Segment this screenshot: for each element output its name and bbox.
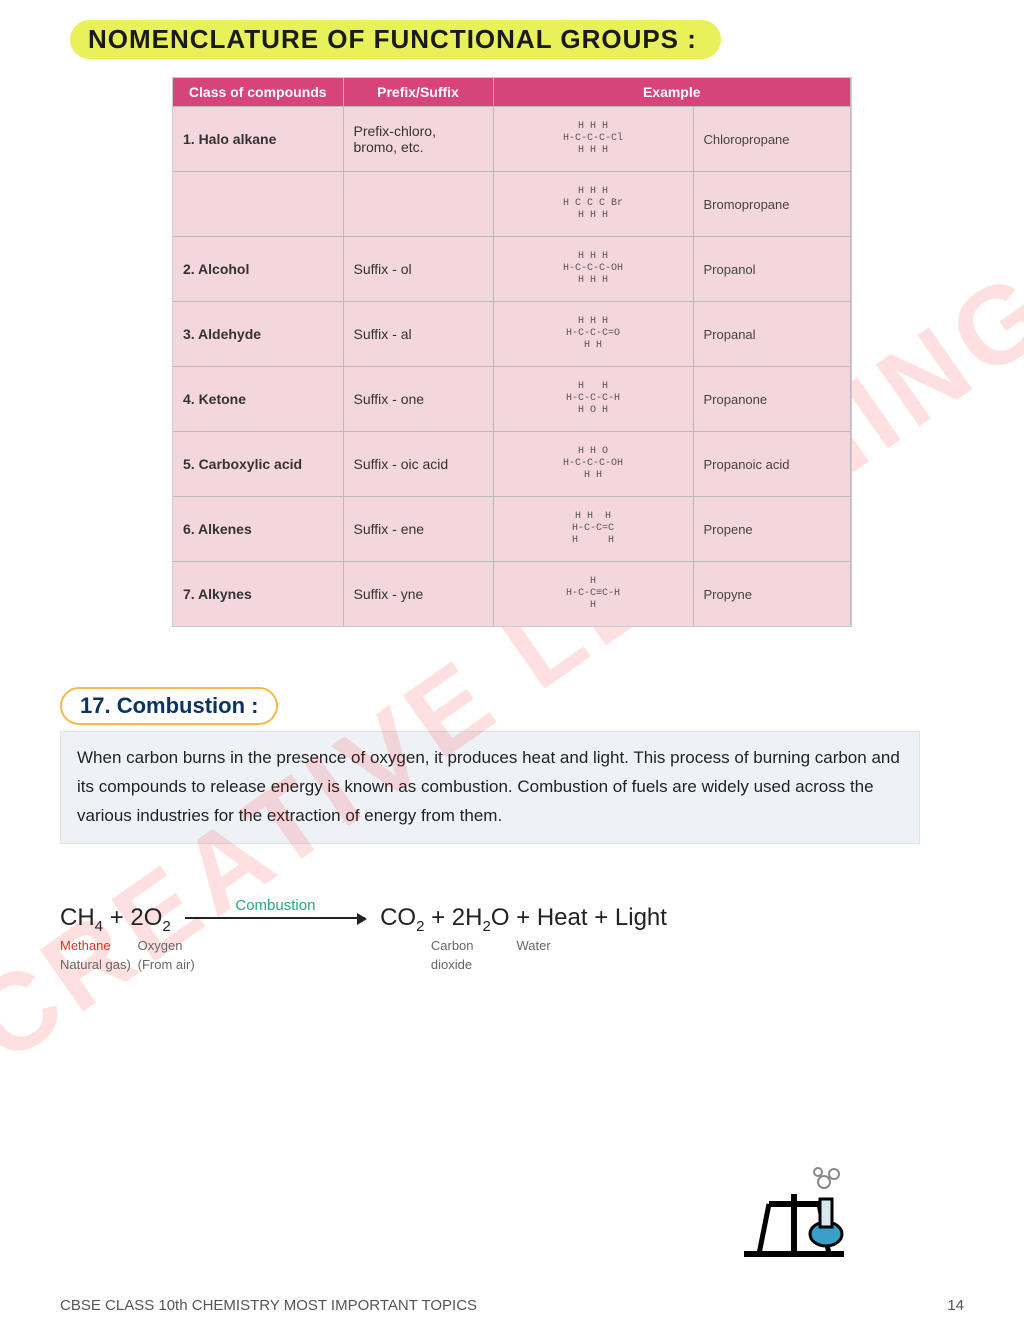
cell-prefix — [343, 172, 493, 237]
combustion-text: When carbon burns in the presence of oxy… — [60, 731, 920, 844]
flask-icon — [734, 1144, 854, 1264]
equation-labels-2: Natural gas) (From air) dioxide — [60, 957, 964, 972]
co2: CO — [380, 904, 416, 931]
cell-structure: H H H H-C-C=C H H — [493, 497, 693, 562]
col-class: Class of compounds — [173, 78, 343, 107]
water: 2H — [452, 904, 483, 931]
col-prefix: Prefix/Suffix — [343, 78, 493, 107]
cell-prefix: Suffix - al — [343, 302, 493, 367]
cell-prefix: Suffix - one — [343, 367, 493, 432]
label-methane-2: Natural gas) — [60, 957, 134, 972]
cell-structure: H H O H-C-C-C-OH H H — [493, 432, 693, 497]
cell-name: Propanol — [693, 237, 851, 302]
light: Light — [615, 904, 667, 931]
cell-class: 2. Alcohol — [173, 237, 343, 302]
water-o: O — [491, 904, 510, 931]
cell-structure: H H H H-C-C-C-Cl H H H — [493, 107, 693, 172]
cell-prefix: Suffix - ol — [343, 237, 493, 302]
footer-left: CBSE CLASS 10th CHEMISTRY MOST IMPORTANT… — [60, 1297, 477, 1314]
methane: CH — [60, 904, 95, 931]
reaction-arrow: Combustion — [185, 917, 365, 919]
combustion-equation: CH4 + 2O2 Combustion CO2 + 2H2O + Heat +… — [60, 904, 964, 973]
cell-name: Propanone — [693, 367, 851, 432]
combustion-heading: 17. Combustion : — [60, 687, 278, 725]
cell-structure: H H H H-C-C-C=O H H — [493, 302, 693, 367]
table-row: 5. Carboxylic acidSuffix - oic acidH H O… — [173, 432, 851, 497]
cell-prefix: Prefix-chloro, bromo, etc. — [343, 107, 493, 172]
plus: + — [431, 904, 452, 931]
label-oxygen: Oxygen — [138, 938, 228, 953]
oxygen-sub: 2 — [162, 917, 170, 934]
cell-structure: H H H H-C-C-C-OH H H H — [493, 237, 693, 302]
plus: + — [110, 904, 131, 931]
table-row: H H H H C C C Br H H HBromopropane — [173, 172, 851, 237]
table-row: 4. KetoneSuffix - oneH H H-C-C-C-H H O H… — [173, 367, 851, 432]
equation-labels: Methane Oxygen Carbon Water — [60, 938, 964, 953]
cell-prefix: Suffix - ene — [343, 497, 493, 562]
plus: + — [516, 904, 537, 931]
label-oxygen-2: (From air) — [138, 957, 228, 972]
arrow-label: Combustion — [185, 897, 365, 914]
footer-right: 14 — [947, 1297, 964, 1314]
cell-name: Propene — [693, 497, 851, 562]
co2-sub: 2 — [416, 917, 424, 934]
cell-class: 4. Ketone — [173, 367, 343, 432]
cell-prefix: Suffix - oic acid — [343, 432, 493, 497]
cell-structure: H H H-C-C-C-H H O H — [493, 367, 693, 432]
table-row: 6. AlkenesSuffix - eneH H H H-C-C=C H HP… — [173, 497, 851, 562]
col-example: Example — [493, 78, 851, 107]
water-sub: 2 — [482, 917, 490, 934]
heat: Heat — [537, 904, 588, 931]
cell-name: Propyne — [693, 562, 851, 627]
cell-name: Chloropropane — [693, 107, 851, 172]
cell-class: 7. Alkynes — [173, 562, 343, 627]
label-co2-2: dioxide — [431, 957, 513, 972]
cell-class: 1. Halo alkane — [173, 107, 343, 172]
table-row: 3. AldehydeSuffix - alH H H H-C-C-C=O H … — [173, 302, 851, 367]
cell-structure: H H-C-C≡C-H H — [493, 562, 693, 627]
methane-sub: 4 — [95, 917, 103, 934]
label-co2: Carbon — [431, 938, 513, 953]
cell-class: 3. Aldehyde — [173, 302, 343, 367]
table-row: 1. Halo alkanePrefix-chloro, bromo, etc.… — [173, 107, 851, 172]
label-methane: Methane — [60, 938, 134, 953]
cell-name: Propanal — [693, 302, 851, 367]
table-row: 7. AlkynesSuffix - yneH H-C-C≡C-H HPropy… — [173, 562, 851, 627]
oxygen: 2O — [130, 904, 162, 931]
page-title: NOMENCLATURE OF FUNCTIONAL GROUPS : — [70, 20, 721, 59]
page-footer: CBSE CLASS 10th CHEMISTRY MOST IMPORTANT… — [60, 1297, 964, 1314]
cell-name: Bromopropane — [693, 172, 851, 237]
functional-groups-table: Class of compounds Prefix/Suffix Example… — [172, 77, 852, 627]
cell-prefix: Suffix - yne — [343, 562, 493, 627]
cell-class: 6. Alkenes — [173, 497, 343, 562]
label-water: Water — [517, 938, 587, 953]
cell-class: 5. Carboxylic acid — [173, 432, 343, 497]
plus: + — [594, 904, 615, 931]
table-row: 2. AlcoholSuffix - olH H H H-C-C-C-OH H … — [173, 237, 851, 302]
cell-class — [173, 172, 343, 237]
cell-name: Propanoic acid — [693, 432, 851, 497]
cell-structure: H H H H C C C Br H H H — [493, 172, 693, 237]
